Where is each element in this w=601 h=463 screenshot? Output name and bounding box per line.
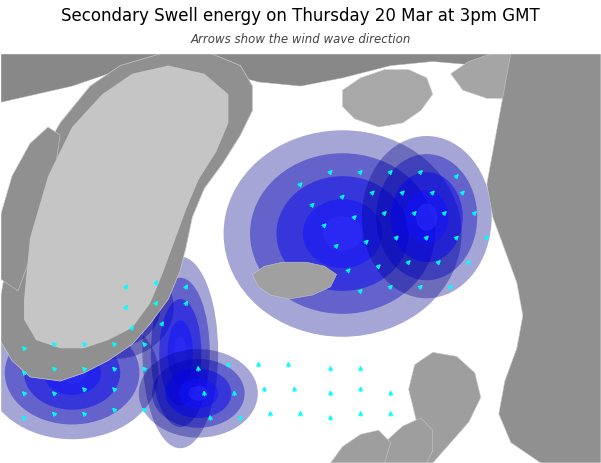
Ellipse shape xyxy=(391,172,463,262)
Ellipse shape xyxy=(142,257,218,448)
Ellipse shape xyxy=(178,379,218,408)
Ellipse shape xyxy=(94,290,134,325)
Ellipse shape xyxy=(55,256,174,359)
Polygon shape xyxy=(343,69,433,127)
Ellipse shape xyxy=(105,299,124,316)
Ellipse shape xyxy=(5,321,139,425)
Text: Arrows show the wind wave direction: Arrows show the wind wave direction xyxy=(191,33,410,46)
Ellipse shape xyxy=(68,267,160,347)
Ellipse shape xyxy=(159,299,201,406)
Ellipse shape xyxy=(81,279,147,336)
Polygon shape xyxy=(331,430,391,463)
Text: Secondary Swell energy on Thursday 20 Mar at 3pm GMT: Secondary Swell energy on Thursday 20 Ma… xyxy=(61,7,540,25)
Polygon shape xyxy=(451,53,547,98)
Ellipse shape xyxy=(174,337,186,369)
Polygon shape xyxy=(24,66,228,348)
Ellipse shape xyxy=(0,307,159,439)
Polygon shape xyxy=(373,418,433,463)
Ellipse shape xyxy=(168,320,193,384)
Ellipse shape xyxy=(250,153,435,314)
Ellipse shape xyxy=(43,351,101,395)
Ellipse shape xyxy=(303,199,382,268)
Ellipse shape xyxy=(151,278,210,427)
Polygon shape xyxy=(252,262,337,299)
Ellipse shape xyxy=(189,386,209,400)
Ellipse shape xyxy=(362,136,492,298)
Polygon shape xyxy=(409,352,481,463)
Ellipse shape xyxy=(152,359,245,428)
Polygon shape xyxy=(0,53,252,381)
Polygon shape xyxy=(0,53,601,102)
Ellipse shape xyxy=(323,216,362,251)
Ellipse shape xyxy=(165,369,231,418)
Ellipse shape xyxy=(224,130,462,337)
Ellipse shape xyxy=(58,362,87,384)
Polygon shape xyxy=(0,127,60,291)
Ellipse shape xyxy=(276,176,409,291)
Ellipse shape xyxy=(24,336,120,410)
Ellipse shape xyxy=(376,154,477,280)
Polygon shape xyxy=(487,53,601,463)
Ellipse shape xyxy=(405,190,448,244)
Ellipse shape xyxy=(139,349,258,438)
Ellipse shape xyxy=(416,204,438,231)
